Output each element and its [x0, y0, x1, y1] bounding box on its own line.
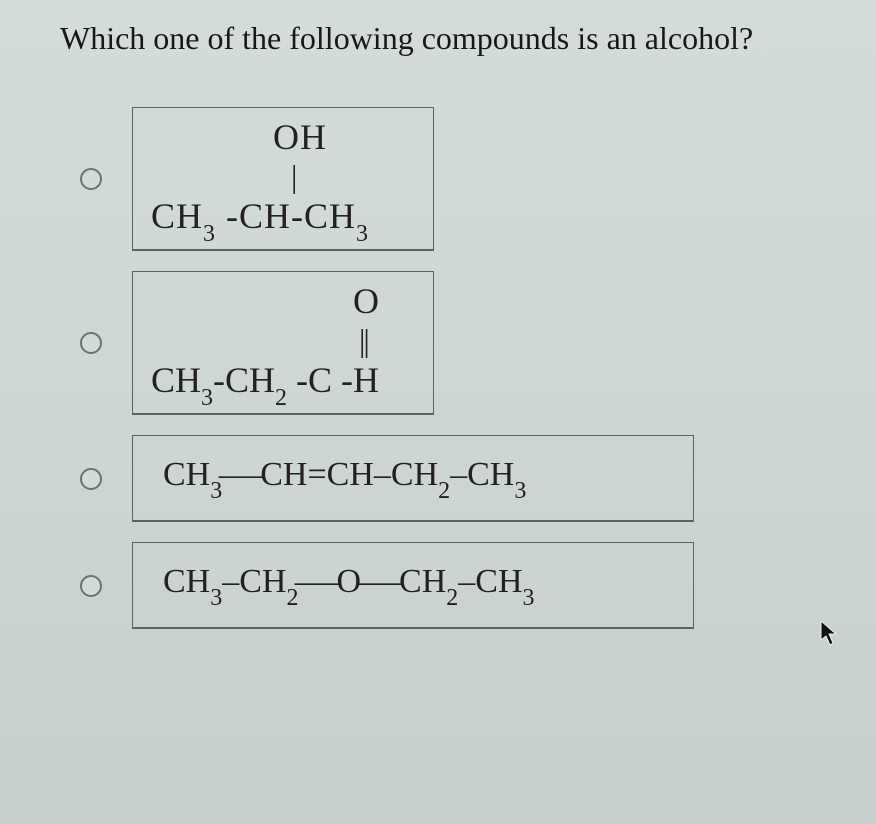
- struct1-chain: CH3 -CH-CH3: [143, 195, 369, 243]
- radio-2-icon[interactable]: [80, 332, 102, 354]
- formula-box-2: O || CH3-CH2 -C -H: [132, 271, 434, 415]
- radio-4-icon[interactable]: [80, 575, 102, 597]
- structure-2: O || CH3-CH2 -C -H: [133, 272, 433, 413]
- options-group: OH | CH3 -CH-CH3 O || CH3-CH2 -C -H: [50, 107, 846, 629]
- option-2[interactable]: O || CH3-CH2 -C -H: [80, 271, 846, 415]
- formula-box-3: CH3—CH=CH–CH2–CH3: [132, 435, 694, 522]
- structure-4: CH3–CH2—O—CH2–CH3: [143, 563, 535, 607]
- question-text: Which one of the following compounds is …: [50, 20, 846, 57]
- option-4[interactable]: CH3–CH2—O—CH2–CH3: [80, 542, 846, 629]
- struct2-bond: ||: [143, 322, 368, 359]
- struct2-top: O: [143, 280, 379, 322]
- structure-3: CH3—CH=CH–CH2–CH3: [143, 456, 526, 500]
- option-1[interactable]: OH | CH3 -CH-CH3: [80, 107, 846, 251]
- question-page: Which one of the following compounds is …: [0, 0, 876, 824]
- option-3[interactable]: CH3—CH=CH–CH2–CH3: [80, 435, 846, 522]
- struct1-bond: |: [143, 158, 297, 195]
- mouse-cursor-icon: [819, 620, 841, 648]
- structure-1: OH | CH3 -CH-CH3: [133, 108, 433, 249]
- struct1-top: OH: [143, 116, 327, 158]
- radio-1-icon[interactable]: [80, 168, 102, 190]
- radio-3-icon[interactable]: [80, 468, 102, 490]
- struct2-chain: CH3-CH2 -C -H: [143, 359, 379, 407]
- formula-box-4: CH3–CH2—O—CH2–CH3: [132, 542, 694, 629]
- formula-box-1: OH | CH3 -CH-CH3: [132, 107, 434, 251]
